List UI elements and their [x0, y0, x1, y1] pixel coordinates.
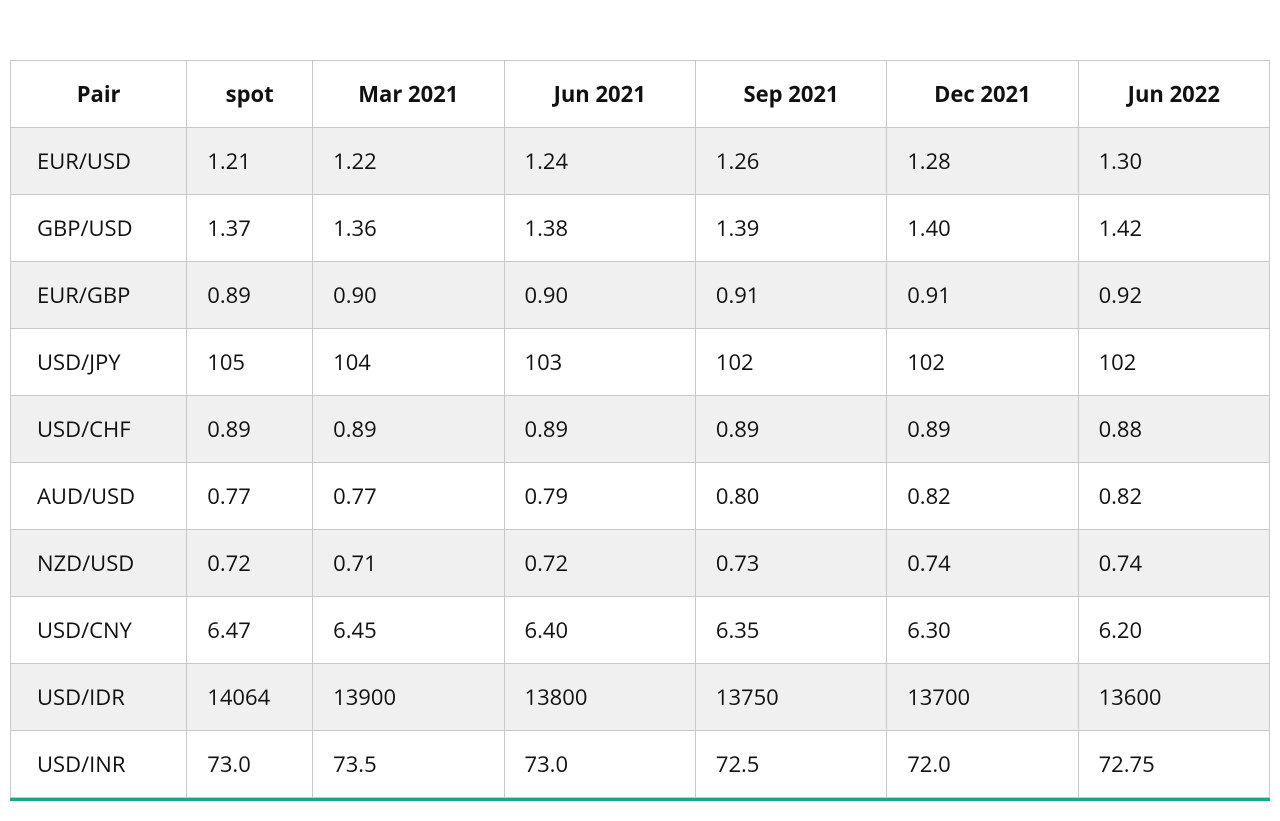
table-row: NZD/USD 0.72 0.71 0.72 0.73 0.74 0.74 — [11, 530, 1270, 597]
cell-jun2021: 6.40 — [504, 597, 695, 664]
table-row: USD/CHF 0.89 0.89 0.89 0.89 0.89 0.88 — [11, 396, 1270, 463]
col-header-sep2021: Sep 2021 — [695, 61, 886, 128]
cell-dec2021: 1.28 — [887, 128, 1078, 195]
cell-dec2021: 72.0 — [887, 731, 1078, 798]
cell-jun2022: 1.42 — [1078, 195, 1269, 262]
cell-mar2021: 0.90 — [313, 262, 504, 329]
cell-pair: USD/IDR — [11, 664, 187, 731]
cell-mar2021: 1.36 — [313, 195, 504, 262]
cell-sep2021: 0.91 — [695, 262, 886, 329]
cell-mar2021: 0.71 — [313, 530, 504, 597]
cell-jun2021: 0.90 — [504, 262, 695, 329]
cell-spot: 0.77 — [187, 463, 313, 530]
cell-sep2021: 0.80 — [695, 463, 886, 530]
cell-jun2021: 0.89 — [504, 396, 695, 463]
cell-sep2021: 13750 — [695, 664, 886, 731]
cell-pair: USD/CHF — [11, 396, 187, 463]
table-row: AUD/USD 0.77 0.77 0.79 0.80 0.82 0.82 — [11, 463, 1270, 530]
col-header-dec2021: Dec 2021 — [887, 61, 1078, 128]
table-header-row: Pair spot Mar 2021 Jun 2021 Sep 2021 Dec… — [11, 61, 1270, 128]
cell-sep2021: 72.5 — [695, 731, 886, 798]
cell-jun2022: 0.88 — [1078, 396, 1269, 463]
col-header-mar2021: Mar 2021 — [313, 61, 504, 128]
col-header-spot: spot — [187, 61, 313, 128]
cell-sep2021: 1.39 — [695, 195, 886, 262]
cell-pair: USD/JPY — [11, 329, 187, 396]
cell-sep2021: 0.89 — [695, 396, 886, 463]
cell-dec2021: 6.30 — [887, 597, 1078, 664]
cell-mar2021: 104 — [313, 329, 504, 396]
fx-forecast-table: Pair spot Mar 2021 Jun 2021 Sep 2021 Dec… — [10, 60, 1270, 798]
cell-mar2021: 13900 — [313, 664, 504, 731]
cell-spot: 0.89 — [187, 396, 313, 463]
cell-sep2021: 1.26 — [695, 128, 886, 195]
cell-mar2021: 0.89 — [313, 396, 504, 463]
cell-mar2021: 6.45 — [313, 597, 504, 664]
cell-jun2022: 102 — [1078, 329, 1269, 396]
cell-mar2021: 73.5 — [313, 731, 504, 798]
cell-jun2022: 6.20 — [1078, 597, 1269, 664]
col-header-pair: Pair — [11, 61, 187, 128]
cell-dec2021: 0.91 — [887, 262, 1078, 329]
cell-jun2022: 0.92 — [1078, 262, 1269, 329]
table-row: USD/IDR 14064 13900 13800 13750 13700 13… — [11, 664, 1270, 731]
cell-pair: USD/INR — [11, 731, 187, 798]
cell-spot: 0.89 — [187, 262, 313, 329]
cell-pair: EUR/GBP — [11, 262, 187, 329]
cell-jun2022: 72.75 — [1078, 731, 1269, 798]
cell-spot: 1.21 — [187, 128, 313, 195]
cell-spot: 6.47 — [187, 597, 313, 664]
cell-jun2021: 13800 — [504, 664, 695, 731]
cell-dec2021: 102 — [887, 329, 1078, 396]
cell-jun2021: 103 — [504, 329, 695, 396]
cell-jun2021: 1.24 — [504, 128, 695, 195]
table-row: GBP/USD 1.37 1.36 1.38 1.39 1.40 1.42 — [11, 195, 1270, 262]
table-row: EUR/GBP 0.89 0.90 0.90 0.91 0.91 0.92 — [11, 262, 1270, 329]
cell-pair: USD/CNY — [11, 597, 187, 664]
cell-jun2022: 0.74 — [1078, 530, 1269, 597]
table-row: USD/INR 73.0 73.5 73.0 72.5 72.0 72.75 — [11, 731, 1270, 798]
cell-pair: EUR/USD — [11, 128, 187, 195]
table-bottom-accent — [10, 798, 1270, 801]
cell-sep2021: 102 — [695, 329, 886, 396]
cell-mar2021: 1.22 — [313, 128, 504, 195]
cell-mar2021: 0.77 — [313, 463, 504, 530]
cell-jun2021: 1.38 — [504, 195, 695, 262]
cell-spot: 0.72 — [187, 530, 313, 597]
cell-pair: GBP/USD — [11, 195, 187, 262]
col-header-jun2021: Jun 2021 — [504, 61, 695, 128]
cell-jun2021: 0.79 — [504, 463, 695, 530]
fx-forecast-table-wrap: Pair spot Mar 2021 Jun 2021 Sep 2021 Dec… — [10, 60, 1270, 801]
cell-dec2021: 13700 — [887, 664, 1078, 731]
cell-pair: NZD/USD — [11, 530, 187, 597]
col-header-jun2022: Jun 2022 — [1078, 61, 1269, 128]
cell-dec2021: 0.82 — [887, 463, 1078, 530]
table-row: USD/CNY 6.47 6.45 6.40 6.35 6.30 6.20 — [11, 597, 1270, 664]
cell-pair: AUD/USD — [11, 463, 187, 530]
cell-spot: 73.0 — [187, 731, 313, 798]
cell-spot: 1.37 — [187, 195, 313, 262]
cell-sep2021: 0.73 — [695, 530, 886, 597]
cell-spot: 14064 — [187, 664, 313, 731]
table-row: EUR/USD 1.21 1.22 1.24 1.26 1.28 1.30 — [11, 128, 1270, 195]
cell-jun2022: 1.30 — [1078, 128, 1269, 195]
cell-dec2021: 0.89 — [887, 396, 1078, 463]
cell-spot: 105 — [187, 329, 313, 396]
cell-sep2021: 6.35 — [695, 597, 886, 664]
cell-jun2021: 73.0 — [504, 731, 695, 798]
cell-dec2021: 1.40 — [887, 195, 1078, 262]
cell-jun2021: 0.72 — [504, 530, 695, 597]
cell-dec2021: 0.74 — [887, 530, 1078, 597]
cell-jun2022: 0.82 — [1078, 463, 1269, 530]
cell-jun2022: 13600 — [1078, 664, 1269, 731]
table-row: USD/JPY 105 104 103 102 102 102 — [11, 329, 1270, 396]
